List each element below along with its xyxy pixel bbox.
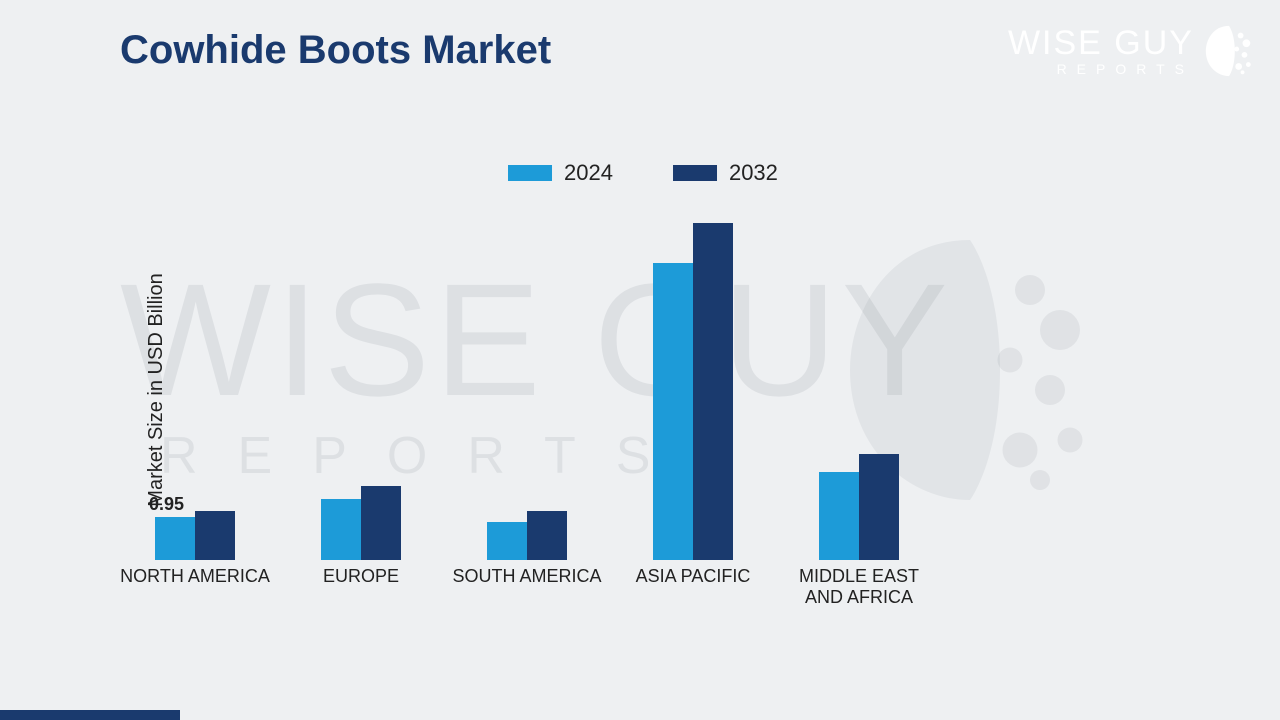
bar-group: ASIA PACIFIC <box>628 223 758 561</box>
bar-2032 <box>361 486 401 560</box>
bar-2032 <box>195 511 235 561</box>
chart-title: Cowhide Boots Market <box>120 28 551 73</box>
chart-area: Market Size in USD Billion 2024 2032 0.9… <box>100 170 970 610</box>
bar-2024: 0.95 <box>155 517 195 560</box>
plot-area: 0.95NORTH AMERICA EUROPE SOUTH AMERICA ASIA… <box>130 200 950 560</box>
bar-2024 <box>487 522 527 560</box>
legend-label-2032: 2032 <box>729 160 778 186</box>
stage: WISE GUY REPORTS Cowhide Boots Market WI… <box>0 0 1280 720</box>
bar-value-label: 0.95 <box>149 494 184 515</box>
brand-line2: REPORTS <box>1008 62 1194 76</box>
legend-swatch-2032 <box>673 165 717 181</box>
bar-group: SOUTH AMERICA <box>462 511 592 561</box>
brand-logo: WISE GUY REPORTS <box>1008 22 1258 80</box>
bar-2024 <box>653 263 693 560</box>
category-label: EUROPE <box>286 566 436 587</box>
legend-swatch-2024 <box>508 165 552 181</box>
bar-2032 <box>527 511 567 561</box>
legend: 2024 2032 <box>508 160 778 186</box>
brand-head-icon <box>1200 22 1258 80</box>
bar-2024 <box>819 472 859 560</box>
bar-2032 <box>859 454 899 560</box>
category-label: MIDDLE EAST AND AFRICA <box>784 566 934 607</box>
bar-group: EUROPE <box>296 486 426 560</box>
category-label: SOUTH AMERICA <box>452 566 602 587</box>
bottom-accent-bar <box>0 710 180 720</box>
bar-2024 <box>321 499 361 560</box>
legend-item-2032: 2032 <box>673 160 778 186</box>
legend-item-2024: 2024 <box>508 160 613 186</box>
category-label: ASIA PACIFIC <box>618 566 768 587</box>
bar-group: 0.95NORTH AMERICA <box>130 511 260 561</box>
bar-2032 <box>693 223 733 561</box>
category-label: NORTH AMERICA <box>120 566 270 587</box>
brand-line1: WISE GUY <box>1008 26 1194 60</box>
legend-label-2024: 2024 <box>564 160 613 186</box>
bar-group: MIDDLE EAST AND AFRICA <box>794 454 924 560</box>
